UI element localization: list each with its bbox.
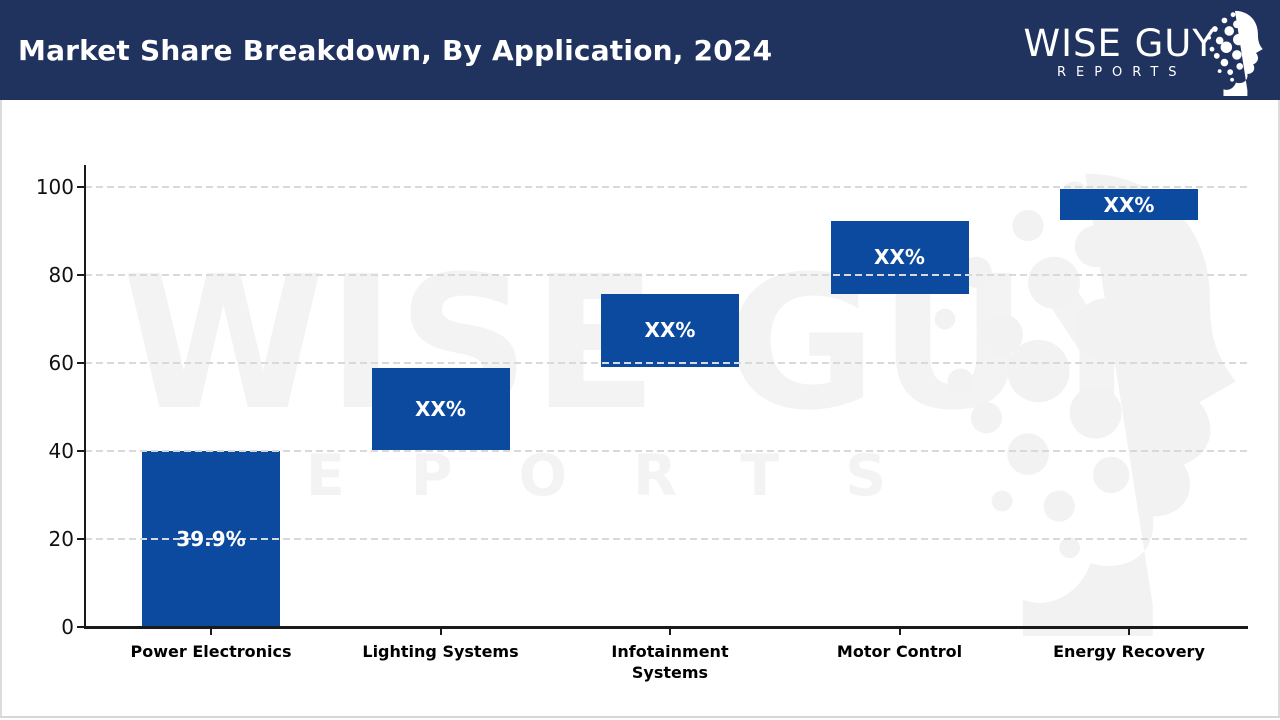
y-axis-tick <box>77 186 84 188</box>
bar-value-label: 39.9% <box>176 527 246 552</box>
bar-2 <box>371 368 510 450</box>
x-axis-line <box>84 626 1248 629</box>
bar-value-label: XX% <box>415 396 466 421</box>
x-category-label: Power Electronics <box>96 641 326 662</box>
y-tick-label: 0 <box>61 615 74 639</box>
x-category-label-line: Infotainment <box>611 642 729 661</box>
y-gridline <box>85 362 1248 364</box>
y-gridline <box>85 274 1248 276</box>
x-axis-tick <box>1128 629 1130 635</box>
x-category-label: Motor Control <box>785 641 1015 662</box>
y-axis-tick <box>77 538 84 540</box>
bar-3 <box>601 293 739 367</box>
bar-4 <box>830 220 969 294</box>
y-axis-tick <box>77 274 84 276</box>
brand-logo: WISE GUY REPORTS <box>1024 6 1266 98</box>
header-bar: Market Share Breakdown, By Application, … <box>0 0 1280 100</box>
y-tick-label: 100 <box>35 175 74 199</box>
y-axis-tick <box>77 362 84 364</box>
x-category-label-line: Motor Control <box>836 642 963 661</box>
watermark-text-2: REPORTS <box>196 443 953 509</box>
bar-value-label: XX% <box>644 318 696 343</box>
y-tick-label: 60 <box>48 351 74 375</box>
x-axis-tick <box>898 629 901 635</box>
x-axis-tick <box>439 629 442 635</box>
x-category-label-line: Energy Recovery <box>1053 642 1205 661</box>
x-category-label-line: Systems <box>631 663 709 682</box>
brand-subtitle: REPORTS <box>1056 64 1187 80</box>
x-category-label-line: Lighting Systems <box>362 642 519 661</box>
page-title: Market Share Breakdown, By Application, … <box>18 33 773 67</box>
bar-value-label: XX% <box>1103 192 1155 217</box>
y-tick-label: 20 <box>48 527 74 551</box>
x-axis-tick <box>669 629 671 635</box>
y-tick-label: 80 <box>48 263 74 287</box>
bar-5 <box>1060 189 1198 221</box>
x-category-label: Energy Recovery <box>1014 641 1244 662</box>
y-axis-tick <box>77 626 84 628</box>
y-tick-label: 40 <box>48 439 74 463</box>
x-axis-tick <box>210 629 212 635</box>
bar-value-label: XX% <box>874 245 925 270</box>
y-gridline <box>85 450 1248 452</box>
brand-logo-text: WISE GUY REPORTS <box>1023 21 1216 80</box>
y-axis-line <box>84 165 86 627</box>
y-gridline <box>85 538 1248 540</box>
x-category-label-line: Power Electronics <box>130 642 292 661</box>
brand-head-icon <box>1207 10 1263 96</box>
brand-name: WISE GUY <box>1023 21 1216 65</box>
y-gridline <box>85 186 1248 188</box>
x-category-label: Lighting Systems <box>326 641 556 662</box>
x-category-label: Infotainment Systems <box>555 641 785 683</box>
y-axis-tick <box>77 450 84 452</box>
